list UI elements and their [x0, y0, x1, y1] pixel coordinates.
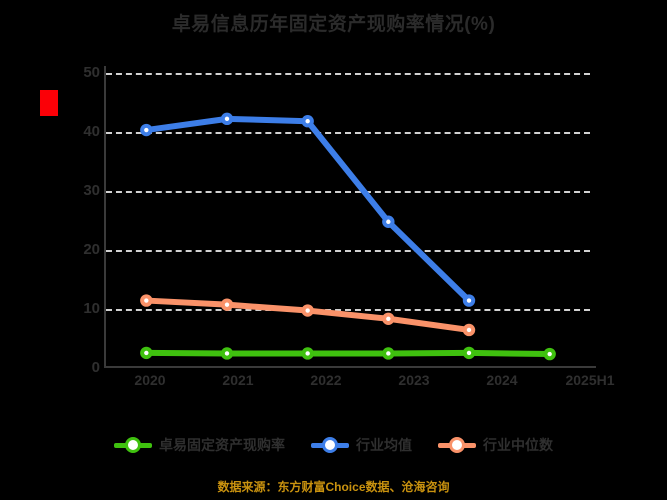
- legend-item-green[interactable]: 卓易固定资产现购率: [114, 435, 285, 455]
- gridline-50: [106, 73, 590, 75]
- x-tick-2021: 2021: [222, 372, 254, 388]
- y-tick-50: 50: [83, 64, 100, 81]
- y-axis-tick-labels: 50 40 30 20 10 0: [56, 64, 100, 376]
- y-tick-30: 30: [83, 182, 100, 199]
- y-tick-40: 40: [83, 123, 100, 140]
- x-axis-line: [104, 366, 596, 368]
- legend-marker-orange-icon: [438, 437, 476, 453]
- source-note: 数据来源：东方财富Choice数据、沧海咨询: [217, 480, 450, 494]
- legend-marker-green-icon: [114, 437, 152, 453]
- plot-area: [106, 73, 590, 367]
- y-tick-10: 10: [83, 300, 100, 317]
- legend-label-green: 卓易固定资产现购率: [159, 437, 285, 453]
- chart-legend: 卓易固定资产现购率 行业均值 行业中位数: [0, 430, 667, 460]
- x-axis-tick-labels: 2020 2021 2022 2023 2024 2025H1: [106, 372, 614, 394]
- y-tick-20: 20: [83, 241, 100, 258]
- gridline-30: [106, 191, 590, 193]
- x-tick-2023: 2023: [398, 372, 430, 388]
- legend-item-orange[interactable]: 行业中位数: [438, 435, 553, 455]
- chart-title: 卓易信息历年固定资产现购率情况(%): [171, 14, 496, 35]
- accent-color-swatch: [40, 90, 58, 116]
- gridline-10: [106, 309, 590, 311]
- legend-label-blue: 行业均值: [356, 437, 412, 453]
- legend-label-orange: 行业中位数: [483, 437, 553, 453]
- gridline-40: [106, 132, 590, 134]
- legend-marker-blue-icon: [311, 437, 349, 453]
- gridline-20: [106, 250, 590, 252]
- y-axis-line: [104, 66, 106, 368]
- legend-item-blue[interactable]: 行业均值: [311, 435, 412, 455]
- x-tick-2020: 2020: [134, 372, 166, 388]
- x-tick-2025h1: 2025H1: [565, 372, 615, 388]
- x-tick-2022: 2022: [310, 372, 342, 388]
- x-tick-2024: 2024: [486, 372, 518, 388]
- y-tick-0: 0: [91, 359, 100, 376]
